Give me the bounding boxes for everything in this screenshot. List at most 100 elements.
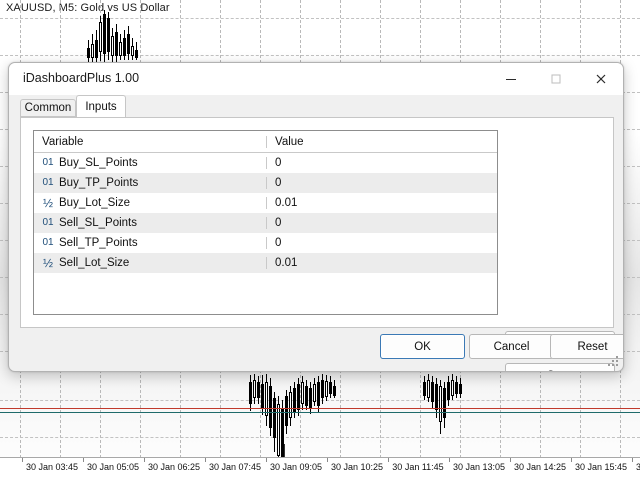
candle-body <box>297 384 300 410</box>
candle-body <box>99 22 102 52</box>
axis-tick <box>510 458 511 462</box>
minimize-button[interactable] <box>488 63 533 95</box>
ok-button[interactable]: OK <box>380 334 465 359</box>
candle-body <box>455 382 458 394</box>
tabstrip: Common Inputs <box>9 95 623 117</box>
candle-body <box>285 396 288 426</box>
candle-body <box>333 386 336 396</box>
dialog-titlebar[interactable]: iDashboardPlus 1.00 <box>9 63 623 95</box>
tab-inputs[interactable]: Inputs <box>76 95 126 117</box>
integer-type-icon: 01 <box>42 217 54 228</box>
table-row[interactable]: 01 Buy_SL_Points 0 <box>34 153 497 173</box>
candle-body <box>427 380 430 398</box>
close-button[interactable] <box>578 63 623 95</box>
candle-body <box>305 386 308 406</box>
candle-body <box>329 382 332 394</box>
axis-tick-label: 30 Jan 07:45 <box>208 462 262 472</box>
integer-type-icon: 01 <box>42 177 54 188</box>
candle-body <box>309 388 312 408</box>
cell-variable: 01 Buy_SL_Points <box>34 157 266 169</box>
candle-body <box>325 381 328 397</box>
minimize-icon <box>504 72 518 86</box>
cell-value[interactable]: 0.01 <box>266 197 497 209</box>
axis-tick <box>205 458 206 462</box>
axis-tick <box>266 458 267 462</box>
candle-body <box>91 44 94 58</box>
cell-value[interactable]: 0 <box>266 177 497 189</box>
candle-body <box>435 384 438 410</box>
reset-button[interactable]: Reset <box>550 334 623 359</box>
candle-body <box>131 46 134 56</box>
cell-variable: 01 Sell_TP_Points <box>34 237 266 249</box>
integer-type-icon: 01 <box>42 157 54 168</box>
gridline-horizontal <box>0 18 640 19</box>
candle-body <box>317 382 320 406</box>
candle-body <box>459 384 462 394</box>
parameters-table[interactable]: Variable Value 01 Buy_SL_Points 0 01 Buy_TP_… <box>33 130 498 315</box>
cell-variable: ½ Sell_Lot_Size <box>34 257 266 269</box>
candle-body <box>447 382 450 400</box>
axis-tick-label: 30 Jan 17:05 <box>635 462 640 472</box>
cell-value[interactable]: 0 <box>266 157 497 169</box>
cell-value[interactable]: 0.01 <box>266 257 497 269</box>
table-header-row: Variable Value <box>34 131 497 153</box>
cell-variable: 01 Buy_TP_Points <box>34 177 266 189</box>
axis-tick-label: 30 Jan 06:25 <box>147 462 201 472</box>
axis-tick <box>83 458 84 462</box>
chart-title: XAUUSD, M5: Gold vs US Dollar <box>6 2 170 14</box>
tab-inputs-label: Inputs <box>85 100 117 113</box>
grip-dot <box>616 364 618 366</box>
axis-tick <box>632 458 633 462</box>
table-row[interactable]: 01 Sell_TP_Points 0 <box>34 233 497 253</box>
variable-name: Sell_TP_Points <box>59 237 138 249</box>
reset-button-label: Reset <box>577 340 608 353</box>
cancel-button[interactable]: Cancel <box>469 334 554 359</box>
cell-value[interactable]: 0 <box>266 237 497 249</box>
axis-tick <box>571 458 572 462</box>
integer-type-icon: 01 <box>42 237 54 248</box>
candle-body <box>127 34 130 54</box>
table-row[interactable]: 01 Buy_TP_Points 0 <box>34 173 497 193</box>
candle-body <box>293 388 296 412</box>
candle-body <box>253 380 256 398</box>
table-row[interactable]: 01 Sell_SL_Points 0 <box>34 213 497 233</box>
chart-time-axis: 30 Jan 03:45 30 Jan 05:05 30 Jan 06:25 30 J… <box>0 457 640 480</box>
axis-tick <box>327 458 328 462</box>
candle-body <box>281 408 284 474</box>
bid-price-line <box>0 408 640 409</box>
properties-dialog[interactable]: iDashboardPlus 1.00 Common Inputs <box>8 62 624 372</box>
ok-button-label: OK <box>414 340 431 353</box>
maximize-button[interactable] <box>533 63 578 95</box>
axis-tick-label: 30 Jan 14:25 <box>513 462 567 472</box>
resize-grip[interactable] <box>608 356 620 368</box>
variable-name: Buy_Lot_Size <box>59 197 130 209</box>
table-row[interactable]: ½ Buy_Lot_Size 0.01 <box>34 193 497 213</box>
axis-tick <box>144 458 145 462</box>
candle-body <box>103 14 106 54</box>
table-body: 01 Buy_SL_Points 0 01 Buy_TP_Points 0 ½ Buy_Lot… <box>34 153 497 273</box>
tab-common[interactable]: Common <box>20 99 76 117</box>
grip-dot <box>612 360 614 362</box>
variable-name: Buy_TP_Points <box>59 177 139 189</box>
candle-body <box>451 380 454 396</box>
cell-value[interactable]: 0 <box>266 217 497 229</box>
candle-body <box>111 36 114 56</box>
grip-dot <box>616 360 618 362</box>
grip-dot <box>608 364 610 366</box>
axis-tick-label: 30 Jan 09:05 <box>269 462 323 472</box>
save-button[interactable]: Save <box>505 363 615 371</box>
axis-tick-label: 30 Jan 10:25 <box>330 462 384 472</box>
cancel-button-label: Cancel <box>493 340 530 353</box>
axis-tick <box>388 458 389 462</box>
candle-body <box>115 32 118 56</box>
candle-body <box>289 392 292 418</box>
cell-variable: 01 Sell_SL_Points <box>34 217 266 229</box>
candle-body <box>135 50 138 58</box>
candle-body <box>261 384 264 408</box>
axis-tick-label: 30 Jan 15:45 <box>574 462 628 472</box>
candle-body <box>273 398 276 438</box>
column-header-value: Value <box>266 135 497 148</box>
axis-tick-label: 30 Jan 05:05 <box>86 462 140 472</box>
table-row[interactable]: ½ Sell_Lot_Size 0.01 <box>34 253 497 273</box>
axis-tick-label: 30 Jan 03:45 <box>25 462 79 472</box>
